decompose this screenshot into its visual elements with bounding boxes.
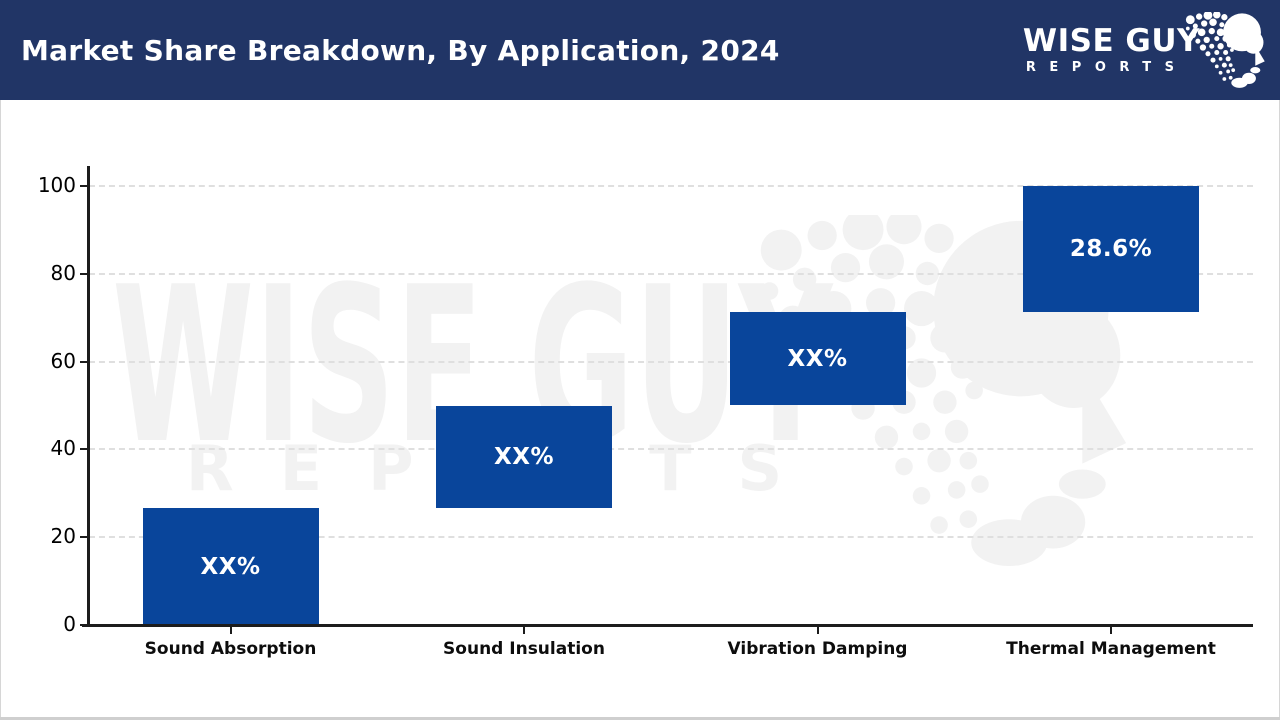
gridline [89,272,1253,275]
header-band: Market Share Breakdown, By Application, … [0,0,1280,100]
y-tick-label: 40 [50,436,76,461]
gridline [89,448,1253,451]
x-category-label: Vibration Damping [727,639,908,659]
bar-value-label: 28.6% [1069,235,1153,262]
y-tick-label: 60 [50,348,76,373]
bar-value-label: XX% [787,345,848,372]
x-category-label: Sound Absorption [144,639,317,659]
bar-segment: 28.6% [1023,186,1199,312]
y-axis-line [87,166,90,626]
x-axis-line [82,624,1253,627]
x-tick-mark [523,627,525,634]
gridline [89,360,1253,363]
wise-guy-reports-logo: WISE GUY REPORTS [1023,0,1266,100]
logo-wordmark: WISE GUY [1022,23,1200,59]
y-tick-mark [80,185,89,187]
page-border-left [0,100,1,720]
gridline [89,536,1253,539]
y-tick-mark [80,272,89,275]
y-tick-mark [80,448,89,451]
bar-segment: XX% [729,311,906,406]
x-tick-mark [229,627,232,634]
chart-title: Market Share Breakdown, By Application, … [21,33,780,67]
x-tick-mark [816,627,819,634]
y-tick-mark [80,536,89,539]
bar-segment: XX% [142,508,319,625]
bar-value-label: XX% [200,553,261,580]
x-tick-mark [1110,627,1112,634]
y-tick-label: 20 [50,524,76,549]
y-tick-label: 100 [37,173,76,197]
y-tick-label: 0 [63,612,76,636]
y-tick-mark [80,624,89,626]
bar-segment: XX% [436,405,612,509]
logo-subtitle: REPORTS [1025,60,1188,75]
page-border-bottom [0,717,1280,720]
logo-text: WISE GUY REPORTS [1022,23,1200,75]
y-tick-label: 80 [50,260,76,285]
x-category-label: Thermal Management [1006,639,1216,659]
y-tick-mark [80,360,89,363]
bar-value-label: XX% [493,443,554,470]
gridline [89,185,1253,187]
x-category-label: Sound Insulation [443,639,605,659]
